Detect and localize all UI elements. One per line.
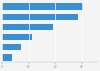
Bar — [2, 54, 12, 61]
Bar — [2, 24, 53, 30]
Bar — [2, 34, 32, 40]
Bar — [2, 14, 78, 20]
Bar — [2, 44, 21, 50]
Bar — [2, 3, 82, 10]
